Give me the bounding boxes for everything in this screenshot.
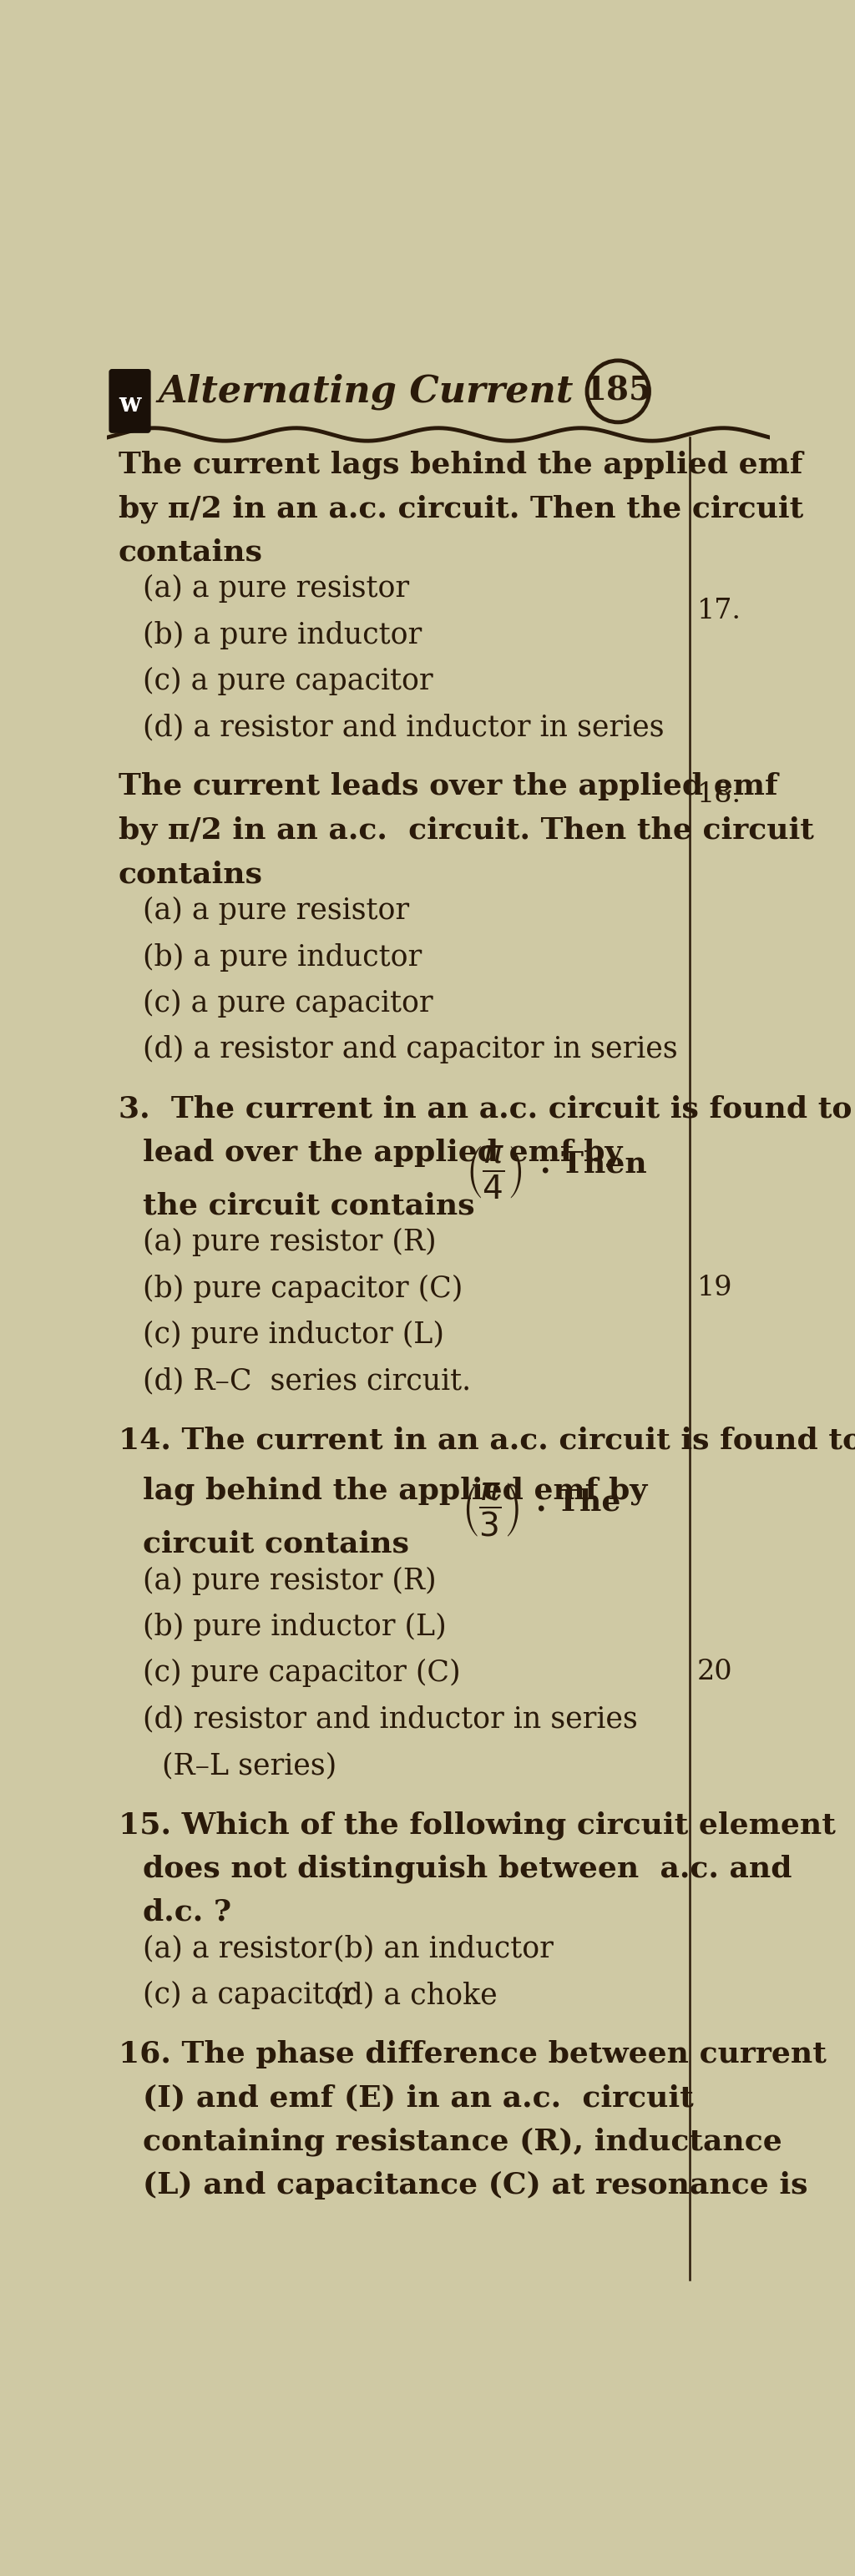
Text: contains: contains bbox=[119, 860, 263, 889]
Text: 16. The phase difference between current: 16. The phase difference between current bbox=[119, 2040, 827, 2069]
Text: (d) a choke: (d) a choke bbox=[333, 1981, 498, 2009]
Text: d.c. ?: d.c. ? bbox=[143, 1899, 231, 1927]
Text: (c) pure inductor (L): (c) pure inductor (L) bbox=[143, 1321, 444, 1350]
Text: (d) a resistor and inductor in series: (d) a resistor and inductor in series bbox=[143, 714, 663, 742]
Text: by π/2 in an a.c.  circuit. Then the circuit: by π/2 in an a.c. circuit. Then the circ… bbox=[119, 817, 814, 845]
Text: 185: 185 bbox=[584, 376, 652, 407]
Text: (L) and capacitance (C) at resonance is: (L) and capacitance (C) at resonance is bbox=[143, 2172, 807, 2200]
Text: 14. The current in an a.c. circuit is found to: 14. The current in an a.c. circuit is fo… bbox=[119, 1427, 855, 1455]
Text: The current leads over the applied emf: The current leads over the applied emf bbox=[119, 773, 778, 801]
Text: does not distinguish between  a.c. and: does not distinguish between a.c. and bbox=[143, 1855, 792, 1883]
Text: (c) pure capacitor (C): (c) pure capacitor (C) bbox=[143, 1659, 460, 1687]
FancyBboxPatch shape bbox=[109, 368, 150, 433]
Text: (a) a pure resistor: (a) a pure resistor bbox=[143, 574, 409, 603]
Text: the circuit contains: the circuit contains bbox=[143, 1193, 475, 1221]
Text: (c) a capacitor: (c) a capacitor bbox=[143, 1981, 355, 2009]
Text: (a) a pure resistor: (a) a pure resistor bbox=[143, 896, 409, 925]
Text: (b) a pure inductor: (b) a pure inductor bbox=[143, 621, 422, 649]
Text: (d) a resistor and capacitor in series: (d) a resistor and capacitor in series bbox=[143, 1036, 677, 1064]
Text: (b) an inductor: (b) an inductor bbox=[333, 1935, 554, 1963]
Text: . The: . The bbox=[536, 1489, 621, 1517]
Text: Alternating Current: Alternating Current bbox=[158, 374, 574, 410]
Circle shape bbox=[587, 361, 649, 422]
Text: lag behind the applied emf by: lag behind the applied emf by bbox=[143, 1476, 647, 1504]
Text: (I) and emf (E) in an a.c.  circuit: (I) and emf (E) in an a.c. circuit bbox=[143, 2084, 693, 2112]
Text: 17.: 17. bbox=[697, 598, 741, 623]
Text: w: w bbox=[119, 392, 140, 417]
Text: $\left(\dfrac{\pi}{4}\right)$: $\left(\dfrac{\pi}{4}\right)$ bbox=[466, 1144, 522, 1200]
Text: contains: contains bbox=[119, 538, 263, 567]
Text: (R–L series): (R–L series) bbox=[162, 1752, 337, 1780]
Text: by π/2 in an a.c. circuit. Then the circuit: by π/2 in an a.c. circuit. Then the circ… bbox=[119, 495, 804, 523]
Text: 19: 19 bbox=[697, 1275, 733, 1301]
Text: (c) a pure capacitor: (c) a pure capacitor bbox=[143, 667, 433, 696]
Text: (c) a pure capacitor: (c) a pure capacitor bbox=[143, 989, 433, 1018]
Text: (b) pure inductor (L): (b) pure inductor (L) bbox=[143, 1613, 446, 1641]
Text: lead over the applied emf by: lead over the applied emf by bbox=[143, 1139, 622, 1167]
Text: (d) R–C  series circuit.: (d) R–C series circuit. bbox=[143, 1368, 471, 1396]
Text: 18.: 18. bbox=[697, 781, 741, 809]
Text: (b) a pure inductor: (b) a pure inductor bbox=[143, 943, 422, 971]
Text: $\left(\dfrac{\pi}{3}\right)$: $\left(\dfrac{\pi}{3}\right)$ bbox=[462, 1481, 519, 1538]
Text: 15. Which of the following circuit element: 15. Which of the following circuit eleme… bbox=[119, 1811, 835, 1839]
Text: (b) pure capacitor (C): (b) pure capacitor (C) bbox=[143, 1275, 463, 1303]
Text: . Then: . Then bbox=[540, 1149, 647, 1177]
Text: containing resistance (R), inductance: containing resistance (R), inductance bbox=[143, 2128, 781, 2156]
Text: (d) resistor and inductor in series: (d) resistor and inductor in series bbox=[143, 1705, 637, 1734]
Text: 3.  The current in an a.c. circuit is found to: 3. The current in an a.c. circuit is fou… bbox=[119, 1095, 852, 1123]
Text: (a) pure resistor (R): (a) pure resistor (R) bbox=[143, 1566, 436, 1595]
Text: (a) pure resistor (R): (a) pure resistor (R) bbox=[143, 1229, 436, 1257]
Text: 20: 20 bbox=[697, 1659, 733, 1685]
Text: The current lags behind the applied emf: The current lags behind the applied emf bbox=[119, 451, 803, 479]
Text: (a) a resistor: (a) a resistor bbox=[143, 1935, 332, 1963]
Text: circuit contains: circuit contains bbox=[143, 1530, 409, 1558]
